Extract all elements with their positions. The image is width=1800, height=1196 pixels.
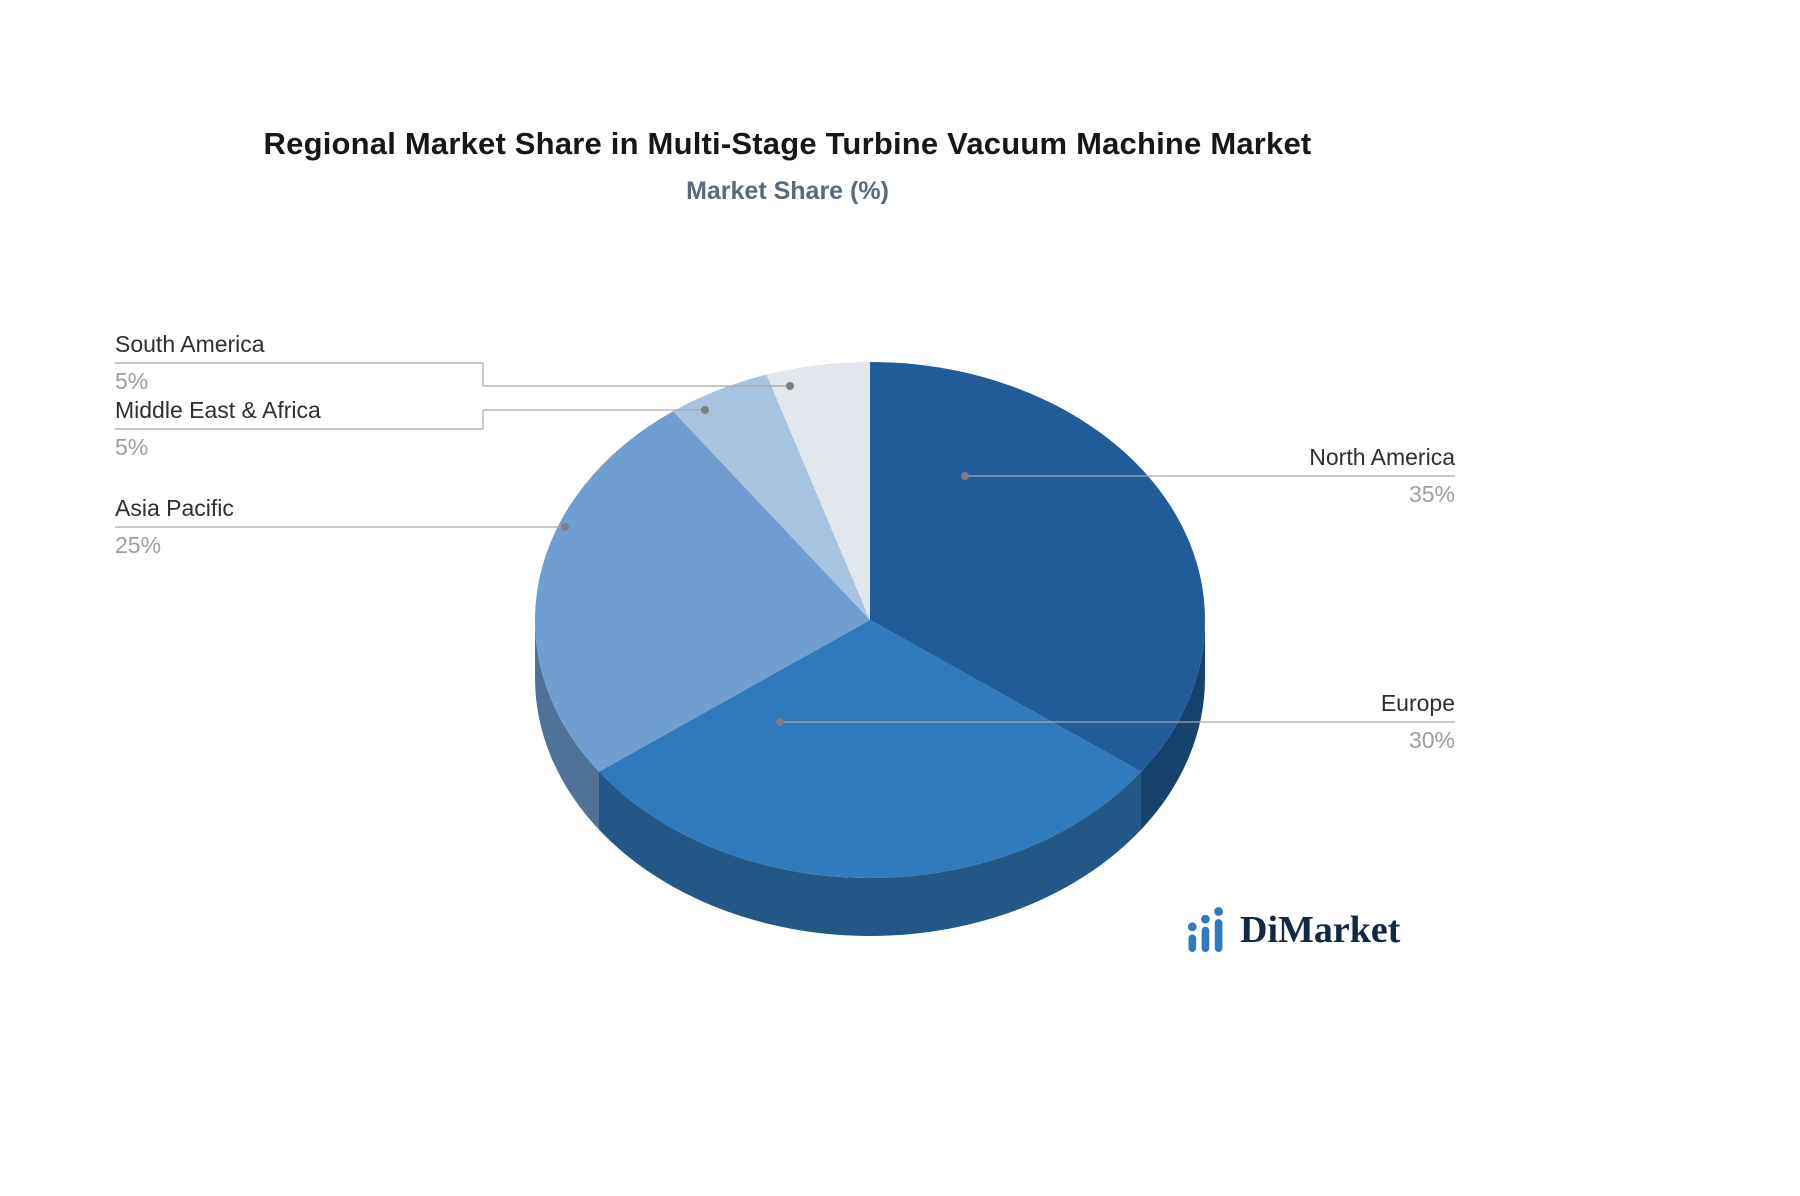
pie-slice-asia-pacific[interactable]: [534, 411, 870, 772]
leader-line: [115, 362, 790, 387]
slice-value-north-america: 35%: [1408, 481, 1455, 507]
pie-slice-side: [535, 620, 599, 830]
pie-slice-middle-east-africa[interactable]: [673, 374, 870, 620]
slice-label-asia-pacific: Asia Pacific: [115, 495, 234, 521]
slice-value-asia-pacific: 25%: [115, 532, 162, 558]
slice-value-europe: 30%: [1408, 727, 1455, 753]
slice-label-south-america: South America: [115, 331, 265, 357]
chart-title: Regional Market Share in Multi-Stage Tur…: [263, 126, 1312, 161]
leader-line: [115, 409, 705, 430]
brand-name: DiMarket: [1240, 909, 1401, 952]
pie-slice-side: [598, 771, 1142, 936]
pie-slice-north-america[interactable]: [870, 362, 1206, 772]
slice-value-middle-east-africa: 5%: [115, 434, 149, 460]
pie-slice-europe[interactable]: [598, 620, 1142, 878]
slice-label-north-america: North America: [1309, 444, 1455, 470]
leader-dot: [701, 406, 709, 414]
leader-dot: [561, 523, 569, 531]
leader-dot: [776, 718, 784, 726]
chart-subtitle: Market Share (%): [686, 177, 889, 205]
bar-chart-icon: [1187, 907, 1223, 952]
leader-dot: [961, 472, 969, 480]
leader-dot: [786, 382, 794, 390]
slice-value-south-america: 5%: [115, 368, 149, 394]
pie-slice-side: [1141, 620, 1205, 830]
pie-slice-south-america[interactable]: [766, 362, 870, 620]
slice-label-middle-east-africa: Middle East & Africa: [115, 397, 321, 423]
brand-logo: DiMarket: [1183, 906, 1400, 952]
slice-label-europe: Europe: [1380, 690, 1455, 716]
